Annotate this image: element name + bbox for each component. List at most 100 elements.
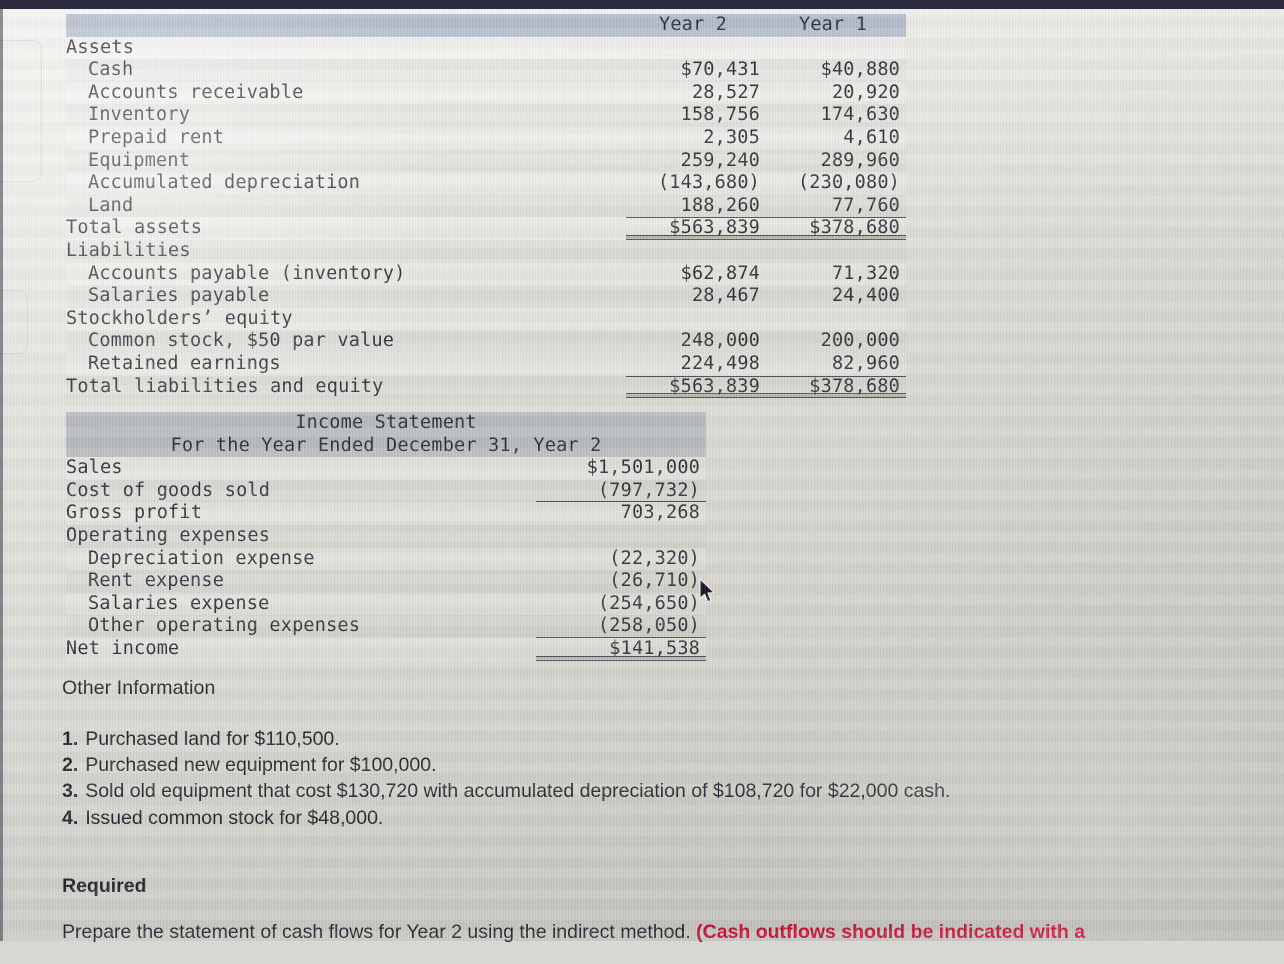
row-value-year-2: $563,839 bbox=[626, 375, 766, 399]
table-row: Stockholders’ equity bbox=[66, 307, 906, 331]
table-row: Rent expense (26,710) bbox=[66, 570, 707, 593]
required-instruction-text: Prepare the statement of cash flows for … bbox=[62, 920, 691, 943]
row-label: Prepaid rent bbox=[66, 126, 626, 150]
row-label: Retained earnings bbox=[66, 352, 626, 376]
row-label: Common stock, $50 par value bbox=[66, 330, 626, 353]
list-item-text: Sold old equipment that cost $130,720 wi… bbox=[85, 780, 951, 803]
row-amount: (26,710) bbox=[536, 570, 707, 593]
required-instruction: Prepare the statement of cash flows for … bbox=[62, 919, 1277, 945]
table-row: Salaries payable 28,467 24,400 bbox=[66, 285, 906, 308]
row-value-year-1: 200,000 bbox=[766, 330, 906, 353]
balance-sheet-header-spacer bbox=[66, 14, 626, 37]
income-statement-table: Income Statement For the Year Ended Dece… bbox=[66, 412, 707, 661]
table-row: Other operating expenses (258,050) bbox=[66, 615, 707, 638]
row-amount bbox=[536, 524, 707, 548]
row-value-year-2: 28,527 bbox=[626, 81, 766, 105]
row-value-year-1 bbox=[766, 36, 906, 60]
row-value-year-1: 174,630 bbox=[766, 104, 906, 127]
income-statement-title: Income Statement bbox=[66, 412, 707, 435]
list-item-number: 4. bbox=[62, 806, 79, 829]
table-row: Cash $70,431 $40,880 bbox=[66, 59, 906, 82]
required-red-note: (Cash outflows should be indicated with … bbox=[696, 920, 1086, 943]
list-item-text: Purchased land for $110,500. bbox=[85, 728, 340, 750]
row-label: Other operating expenses bbox=[66, 615, 536, 638]
table-row: Salaries expense (254,650) bbox=[66, 592, 707, 616]
other-information-title: Other Information bbox=[62, 677, 216, 699]
row-value-year-2: $70,431 bbox=[626, 59, 766, 82]
row-value-year-2: 188,260 bbox=[626, 194, 766, 218]
other-information-list: 1. Purchased land for $110,500. 2. Purchase… bbox=[62, 726, 1242, 831]
row-label: Accounts receivable bbox=[66, 81, 626, 105]
table-row: Land 188,260 77,760 bbox=[66, 194, 906, 218]
list-item-number: 1. bbox=[62, 728, 79, 750]
row-value-year-1: 20,920 bbox=[766, 81, 906, 105]
row-amount: $1,501,000 bbox=[536, 457, 707, 480]
row-value-year-1: 289,960 bbox=[766, 149, 906, 173]
table-row: Total liabilities and equity $563,839 $378… bbox=[66, 375, 906, 399]
row-label: Equipment bbox=[66, 149, 626, 173]
row-value-year-2 bbox=[626, 36, 766, 60]
table-row: Common stock, $50 par value 248,000 200,00… bbox=[66, 330, 906, 353]
table-row: Accounts payable (inventory) $62,874 71,32… bbox=[66, 262, 906, 286]
row-section-label: Stockholders’ equity bbox=[66, 307, 626, 331]
row-amount: $141,538 bbox=[536, 637, 707, 661]
list-item-text: Purchased new equipment for $100,000. bbox=[85, 754, 437, 777]
income-statement-grid: Income Statement For the Year Ended Dece… bbox=[66, 412, 707, 661]
table-row: Assets bbox=[66, 36, 906, 60]
row-section-label: Liabilities bbox=[66, 239, 626, 263]
column-header-year-1: Year 1 bbox=[766, 14, 906, 37]
row-value-year-2 bbox=[626, 307, 766, 331]
row-value-year-2 bbox=[626, 239, 766, 263]
row-label: Operating expenses bbox=[66, 524, 536, 548]
list-item: 4. Issued common stock for $48,000. bbox=[62, 805, 1242, 831]
balance-sheet-table: Year 2 Year 1 Assets Cash $70,431 $40,880 Ac… bbox=[66, 14, 906, 399]
row-amount: (22,320) bbox=[536, 547, 707, 571]
row-label: Depreciation expense bbox=[66, 547, 536, 571]
income-statement-body: Sales $1,501,000 Cost of goods sold (797,73… bbox=[66, 457, 707, 661]
row-amount: 703,268 bbox=[536, 502, 707, 525]
list-item-number: 3. bbox=[62, 780, 79, 803]
table-row: Retained earnings 224,498 82,960 bbox=[66, 352, 906, 376]
row-value-year-1 bbox=[766, 307, 906, 331]
row-value-year-1: $378,680 bbox=[766, 217, 906, 240]
screen-bezel-left bbox=[0, 0, 3, 941]
table-row: Accumulated depreciation (143,680) (230,08… bbox=[66, 172, 906, 195]
row-value-year-1: (230,080) bbox=[766, 172, 906, 195]
column-header-year-2: Year 2 bbox=[626, 14, 766, 37]
row-label: Cost of goods sold bbox=[66, 479, 536, 503]
row-section-label: Assets bbox=[66, 36, 626, 60]
row-label: Salaries payable bbox=[66, 285, 626, 308]
row-value-year-1: 4,610 bbox=[766, 126, 906, 150]
row-value-year-2: $563,839 bbox=[626, 217, 766, 240]
row-label: Total assets bbox=[66, 217, 626, 240]
required-title: Required bbox=[62, 875, 147, 897]
row-value-year-1: 77,760 bbox=[766, 194, 906, 218]
row-label: Accumulated depreciation bbox=[66, 172, 626, 195]
income-statement-subtitle: For the Year Ended December 31, Year 2 bbox=[66, 434, 707, 458]
balance-sheet-grid: Year 2 Year 1 Assets Cash $70,431 $40,880 Ac… bbox=[66, 14, 906, 399]
row-value-year-2: $62,874 bbox=[626, 262, 766, 286]
table-row: Equipment 259,240 289,960 bbox=[66, 149, 906, 173]
photographed-screen bbox=[0, 0, 1284, 941]
row-label: Inventory bbox=[66, 104, 626, 127]
row-label: Salaries expense bbox=[66, 592, 536, 616]
row-amount: (797,732) bbox=[536, 479, 707, 503]
other-information-section: Other Information 1. Purchased land for $… bbox=[62, 676, 1242, 831]
row-value-year-2: 2,305 bbox=[626, 126, 766, 150]
list-item-number: 2. bbox=[62, 754, 79, 777]
row-value-year-2: 224,498 bbox=[626, 352, 766, 376]
table-row: Gross profit 703,268 bbox=[66, 502, 707, 525]
row-value-year-1: 71,320 bbox=[766, 262, 906, 286]
row-value-year-1: 82,960 bbox=[766, 352, 906, 376]
list-item-text: Issued common stock for $48,000. bbox=[85, 806, 384, 829]
list-item: 2. Purchased new equipment for $100,000. bbox=[62, 752, 1242, 778]
row-value-year-2: 158,756 bbox=[626, 104, 766, 127]
screen-bezel-top bbox=[0, 0, 1284, 9]
table-row: Depreciation expense (22,320) bbox=[66, 547, 707, 571]
table-row: Liabilities bbox=[66, 239, 906, 263]
balance-sheet-body: Assets Cash $70,431 $40,880 Accounts receiva… bbox=[66, 36, 906, 399]
table-row: Net income $141,538 bbox=[66, 637, 707, 661]
required-section: Required Prepare the statement of cash f… bbox=[62, 874, 1277, 964]
row-label: Rent expense bbox=[66, 570, 536, 593]
row-label: Gross profit bbox=[66, 502, 536, 525]
